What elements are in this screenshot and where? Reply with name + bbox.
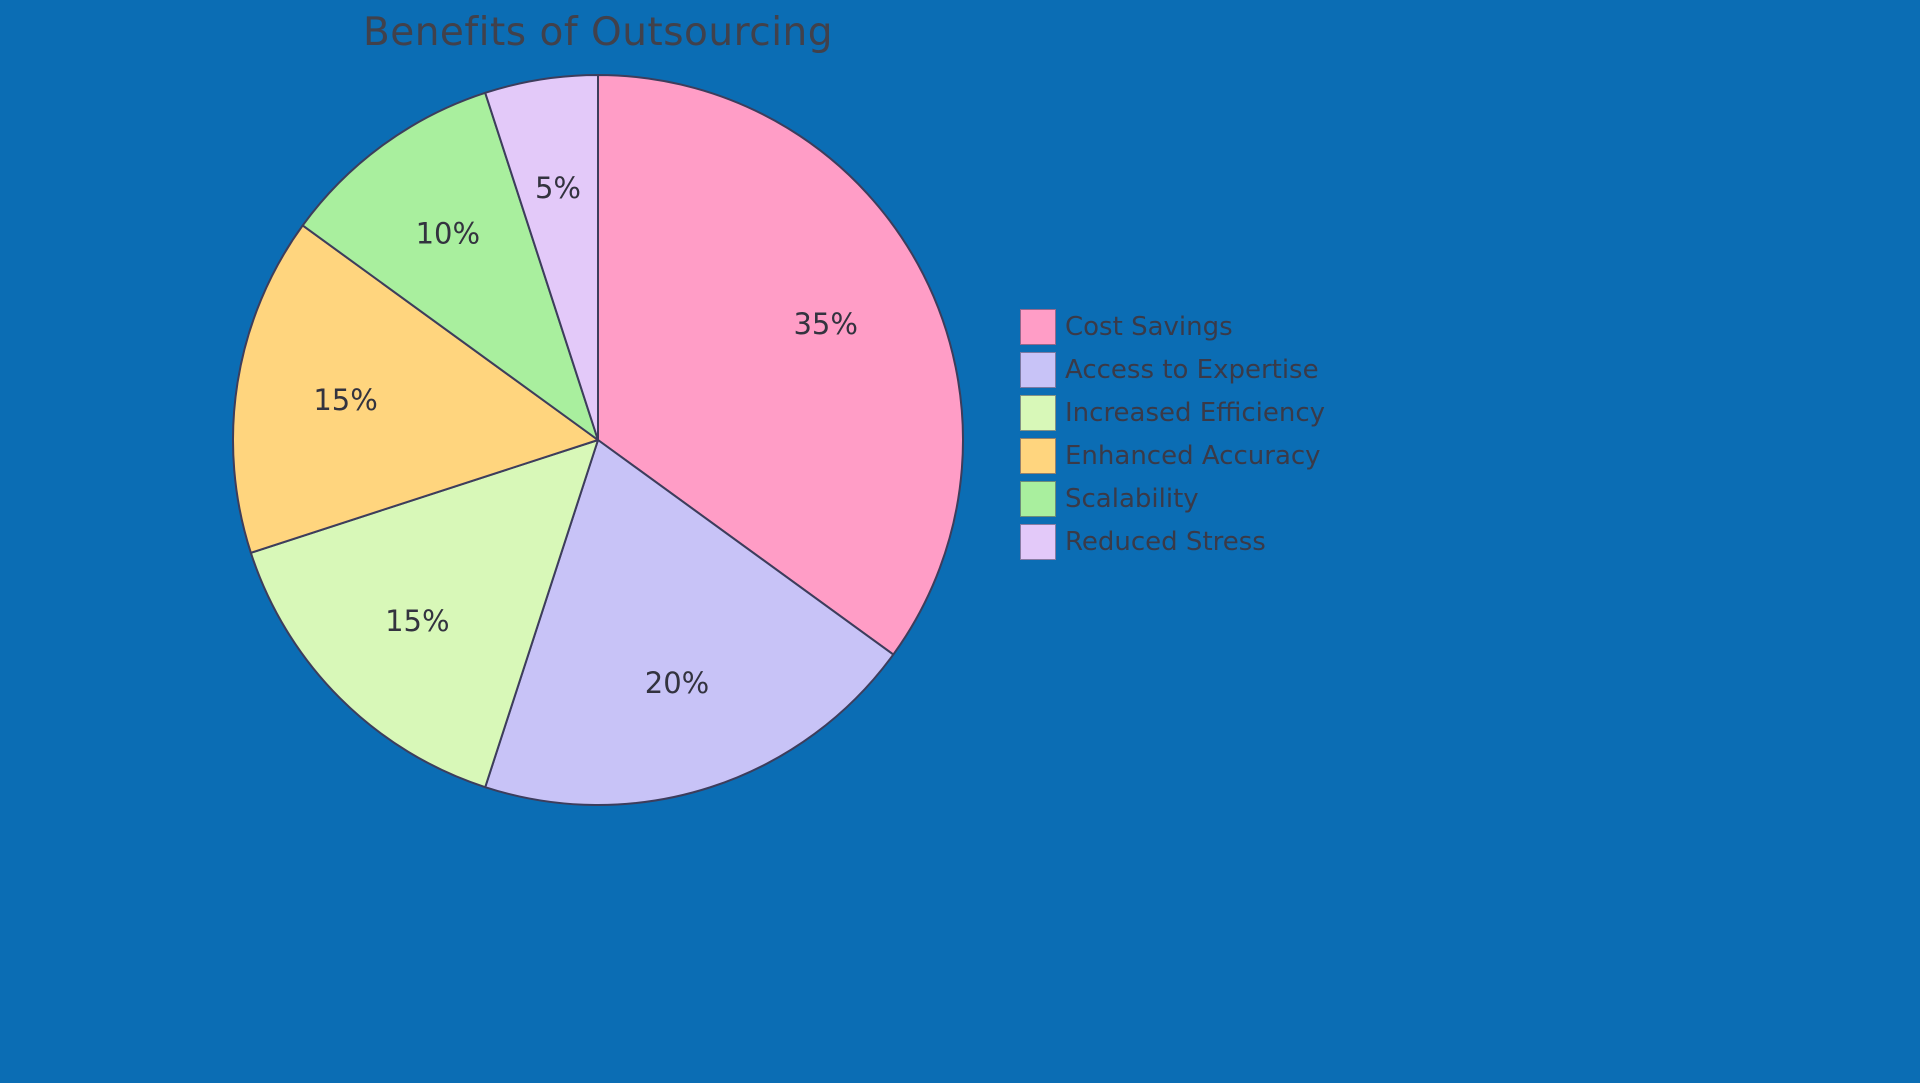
slice-percent-label: 15%: [313, 383, 377, 417]
chart-title: Benefits of Outsourcing: [362, 10, 834, 55]
legend-item-increased-efficiency: Increased Efficiency: [1020, 395, 1325, 431]
legend-item-scalability: Scalability: [1020, 481, 1325, 517]
legend-item-enhanced-accuracy: Enhanced Accuracy: [1020, 438, 1325, 474]
legend-label: Increased Efficiency: [1065, 398, 1326, 428]
slice-percent-label: 10%: [416, 216, 480, 250]
legend-label: Access to Expertise: [1065, 355, 1319, 385]
legend-swatch: [1020, 395, 1056, 431]
legend-item-reduced-stress: Reduced Stress: [1020, 524, 1325, 560]
pie-slice-scalability: [301, 91, 599, 441]
pie-slice-enhanced-accuracy: [232, 224, 599, 554]
slice-percent-label: 20%: [645, 666, 709, 700]
pie-slice-reduced-stress: [484, 74, 599, 441]
pie-slice-increased-efficiency: [249, 439, 599, 789]
legend-item-cost-savings: Cost Savings: [1020, 309, 1325, 345]
legend-swatch: [1020, 352, 1056, 388]
legend-label: Cost Savings: [1065, 312, 1233, 342]
chart-legend: Cost Savings Access to Expertise Increased…: [1020, 309, 1325, 560]
slice-percent-label: 15%: [385, 604, 449, 638]
legend-swatch: [1020, 481, 1056, 517]
slice-percent-label: 5%: [535, 171, 581, 205]
legend-item-access-to-expertise: Access to Expertise: [1020, 352, 1325, 388]
legend-label: Scalability: [1065, 484, 1199, 514]
legend-label: Reduced Stress: [1065, 527, 1266, 557]
legend-swatch: [1020, 309, 1056, 345]
legend-swatch: [1020, 524, 1056, 560]
legend-swatch: [1020, 438, 1056, 474]
pie-slice-access-to-expertise: [484, 439, 895, 806]
pie-slice-cost-savings: [597, 74, 964, 656]
slice-percent-label: 35%: [793, 307, 857, 341]
legend-label: Enhanced Accuracy: [1065, 441, 1321, 471]
